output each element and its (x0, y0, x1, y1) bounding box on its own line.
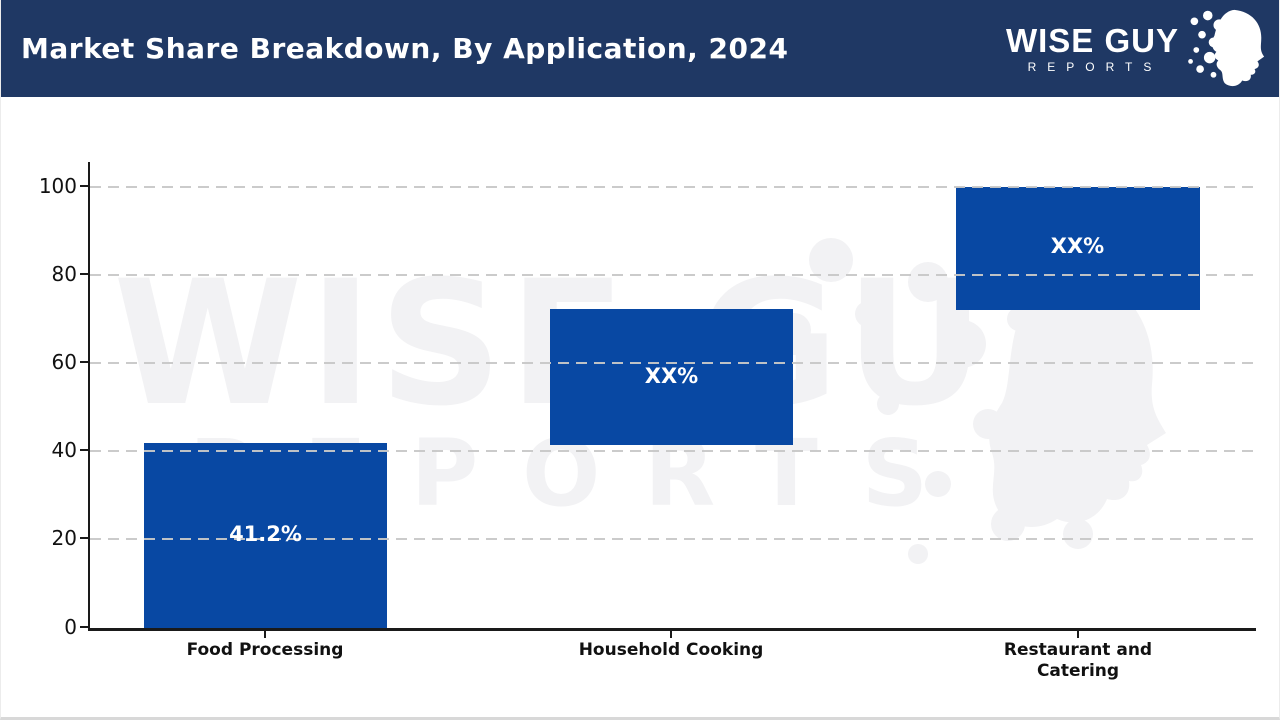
x-tick-mark-household-cooking (670, 631, 672, 638)
y-tick-mark-80 (80, 273, 88, 275)
y-tick-label-80: 80 (51, 262, 77, 286)
y-tick-mark-40 (80, 449, 88, 451)
page-title: Market Share Breakdown, By Application, … (21, 32, 789, 65)
bar-household-cooking (550, 309, 793, 445)
x-axis-label-restaurant-catering: Restaurant and Catering (1003, 640, 1153, 681)
bar-value-label-household-cooking: XX% (644, 364, 699, 388)
watermark-face-dots-icon (777, 237, 1166, 564)
y-tick-mark-0 (80, 626, 88, 628)
bar-value-label-food-processing: 41.2% (229, 522, 302, 546)
bar-restaurant-catering (956, 187, 1200, 310)
y-tick-label-40: 40 (51, 438, 77, 462)
y-tick-mark-20 (80, 537, 88, 539)
gridline-20 (90, 538, 1256, 540)
x-tick-mark-restaurant-catering (1077, 631, 1079, 638)
brand-logo-text: WISE GUY REPORTS (1006, 24, 1179, 73)
gridline-40 (90, 450, 1256, 452)
gridline-100 (90, 186, 1256, 188)
y-tick-label-20: 20 (51, 526, 77, 550)
y-tick-label-60: 60 (51, 350, 77, 374)
bar-value-label-restaurant-catering: XX% (1050, 234, 1105, 258)
gridline-80 (90, 274, 1256, 276)
x-axis-label-household-cooking: Household Cooking (578, 640, 764, 660)
gridline-60 (90, 362, 1256, 364)
brand-subname: REPORTS (1027, 60, 1163, 74)
y-axis-spine (88, 162, 90, 630)
brand-logo: WISE GUY REPORTS (1006, 6, 1267, 92)
y-tick-mark-100 (80, 185, 88, 187)
y-tick-mark-60 (80, 361, 88, 363)
brand-name: WISE GUY (1005, 22, 1179, 59)
header-bar: Market Share Breakdown, By Application, … (1, 0, 1279, 97)
brand-face-dots-icon (1188, 9, 1265, 86)
y-tick-label-100: 100 (38, 174, 77, 198)
bar-food-processing (144, 443, 387, 628)
y-tick-label-0: 0 (64, 615, 77, 639)
x-tick-mark-food-processing (264, 631, 266, 638)
x-axis-spine (88, 628, 1256, 631)
x-axis-label-food-processing: Food Processing (186, 640, 344, 660)
